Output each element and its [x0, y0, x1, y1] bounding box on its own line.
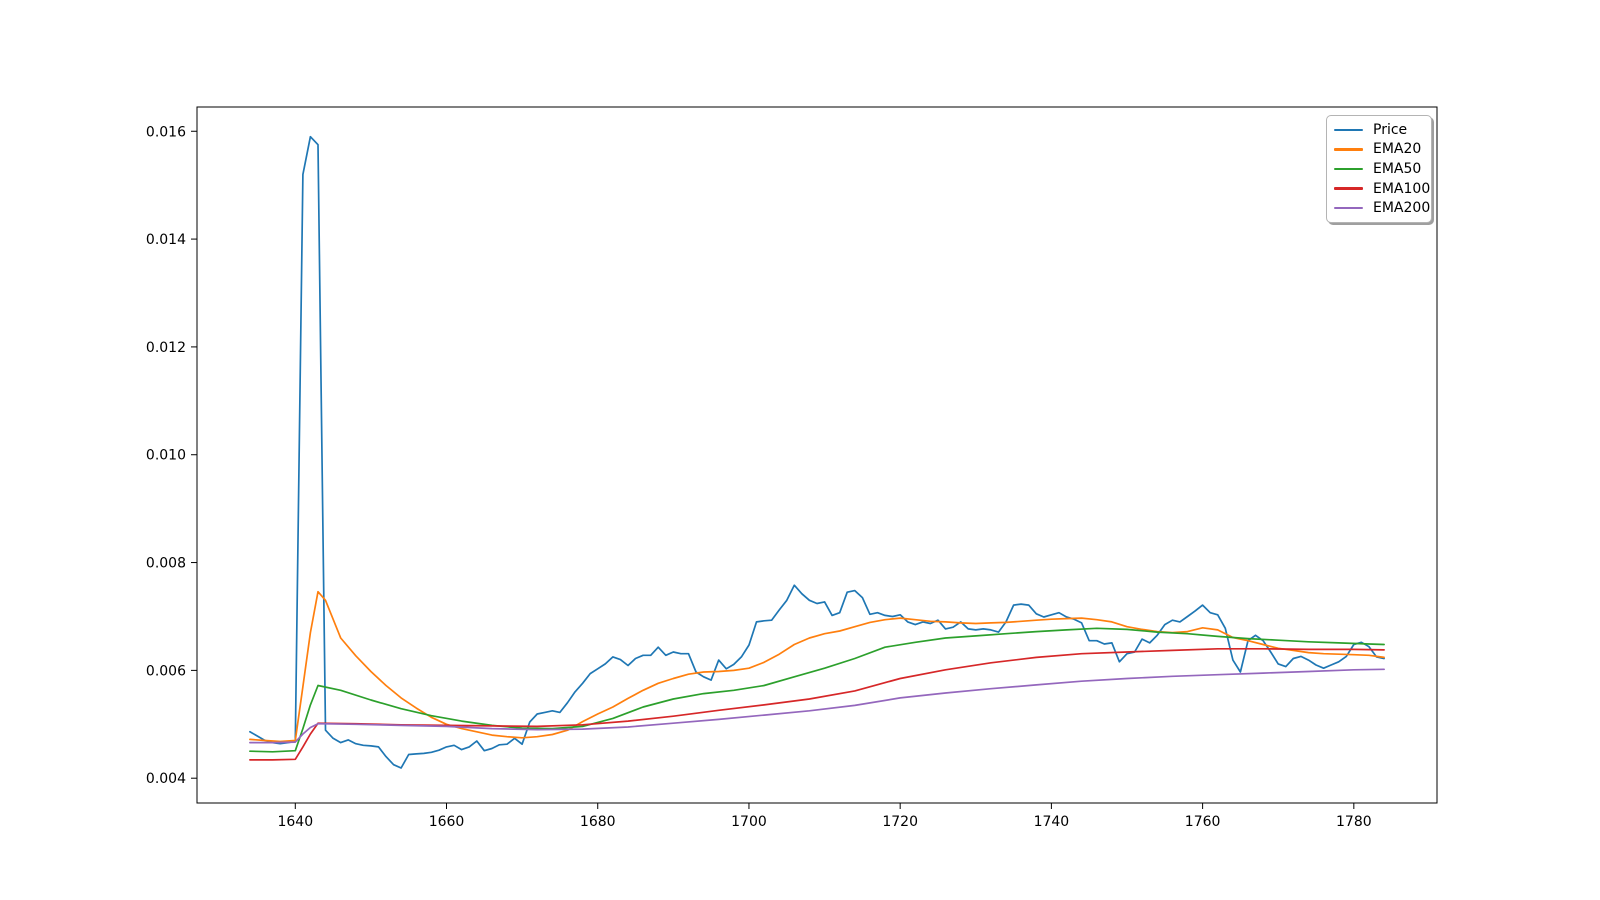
legend-item-ema50: EMA50 [1334, 159, 1424, 179]
legend-label-ema50: EMA50 [1373, 160, 1422, 177]
y-tick-label: 0.012 [146, 340, 186, 356]
ema100-legend-line [1334, 187, 1363, 190]
y-tick-label: 0.006 [146, 663, 186, 679]
ema50-legend-line [1334, 167, 1363, 171]
x-tick-label: 1660 [429, 814, 465, 830]
price-line [249, 135, 1385, 769]
x-tick-label: 1720 [882, 814, 918, 830]
legend-label-price: Price [1373, 121, 1408, 138]
y-tick-label: 0.008 [146, 556, 186, 572]
legend-item-ema200: EMA200 [1334, 198, 1430, 218]
legend-label-ema20: EMA20 [1373, 141, 1422, 158]
x-tick-label: 1740 [1034, 814, 1070, 830]
legend-label-ema200: EMA200 [1373, 200, 1431, 217]
chart-legend: Price EMA20 EMA50 EMA100 EMA200 [1326, 115, 1432, 223]
y-tick-label: 0.014 [146, 232, 186, 248]
legend-item-ema100: EMA100 [1334, 179, 1430, 199]
x-tick-label: 1680 [580, 814, 616, 830]
ema100-line [249, 647, 1385, 761]
x-tick-label: 1780 [1336, 814, 1372, 830]
ema200-legend-line [1334, 206, 1363, 210]
y-tick-label: 0.004 [146, 771, 186, 787]
plot-border [196, 106, 1438, 804]
ema50-line [249, 627, 1385, 753]
price-legend-line [1334, 128, 1363, 132]
x-tick-label: 1700 [731, 814, 767, 830]
x-tick-label: 1760 [1185, 814, 1221, 830]
legend-item-ema20: EMA20 [1334, 140, 1424, 160]
legend-item-price: Price [1334, 120, 1424, 140]
y-tick-label: 0.010 [146, 448, 186, 464]
ema200-line [249, 668, 1385, 744]
ema20-line [249, 590, 1385, 743]
ema20-legend-line [1334, 148, 1363, 151]
y-tick-label: 0.016 [146, 124, 186, 140]
x-tick-label: 1640 [277, 814, 313, 830]
legend-label-ema100: EMA100 [1373, 180, 1431, 197]
